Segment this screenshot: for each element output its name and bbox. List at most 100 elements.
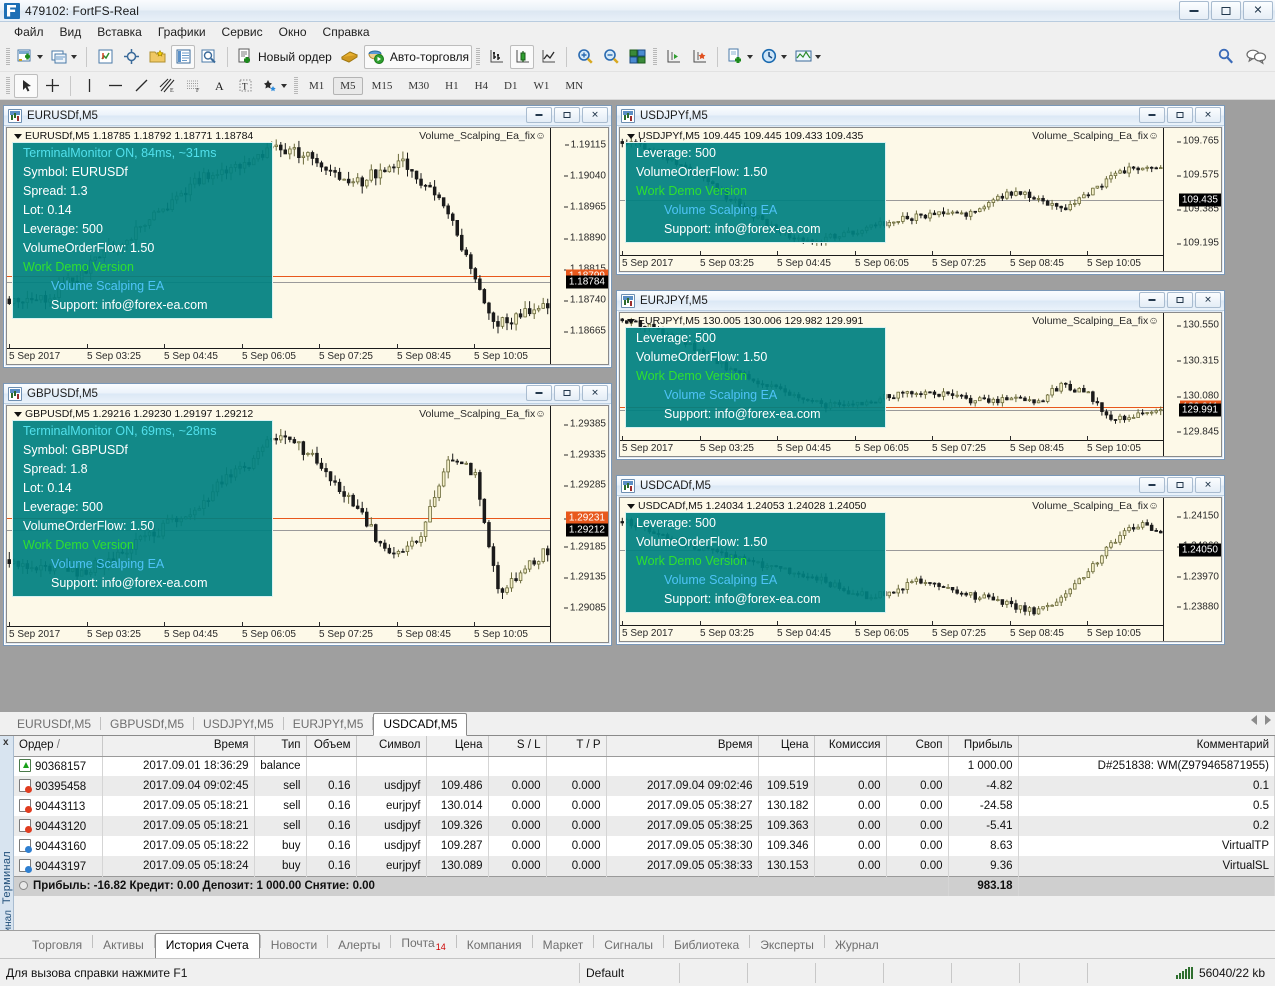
toolbar-grip-4[interactable] bbox=[6, 76, 10, 95]
chart-minimize-button[interactable] bbox=[1139, 107, 1165, 123]
timeframe-m30[interactable]: M30 bbox=[408, 79, 430, 92]
metaeditor-icon[interactable] bbox=[337, 45, 362, 69]
periods-clock-icon[interactable] bbox=[758, 45, 790, 69]
timeframe-m1[interactable]: M1 bbox=[309, 79, 325, 92]
terminal-close-button[interactable]: x bbox=[3, 737, 9, 748]
column-header-commission[interactable]: Комиссия bbox=[814, 736, 887, 757]
column-header-tp[interactable]: T / P bbox=[546, 736, 607, 757]
history-grid-container[interactable]: Ордер / Время Тип Объем Символ Цена S / … bbox=[14, 736, 1275, 930]
terminal-tab-8[interactable]: Сигналы bbox=[594, 934, 663, 958]
chart-minimize-button[interactable] bbox=[526, 107, 552, 123]
column-header-symbol[interactable]: Символ bbox=[356, 736, 427, 757]
chart-plot-eurusd[interactable]: EURUSDf,M5 1.18785 1.18792 1.18771 1.187… bbox=[7, 128, 608, 364]
chart-maximize-button[interactable] bbox=[554, 107, 580, 123]
terminal-tab-7[interactable]: Маркет bbox=[533, 934, 594, 958]
table-row[interactable]: 90443160 2017.09.05 05:18:22 buy 0.16 usdjpy… bbox=[14, 836, 1275, 856]
column-header-volume[interactable]: Объем bbox=[306, 736, 357, 757]
chart-maximize-button[interactable] bbox=[1167, 292, 1193, 308]
chart-maximize-button[interactable] bbox=[1167, 477, 1193, 493]
price-axis-gbpusd[interactable]: 1.29385 1.29335 1.29285 1.29231 1.29185 1.291… bbox=[550, 406, 608, 642]
chart-close-button[interactable]: ✕ bbox=[1195, 477, 1221, 493]
chart-minimize-button[interactable] bbox=[1139, 477, 1165, 493]
chat-icon[interactable] bbox=[1245, 47, 1267, 68]
chart-tab-gbpusd[interactable]: GBPUSDf,M5 bbox=[110, 717, 185, 731]
chart-tab-eurjpy[interactable]: EURJPYf,M5 bbox=[292, 717, 364, 731]
chart-window-eurjpy[interactable]: EURJPYf,M5 ✕ EURJPYf,M5 130.005 130.006 … bbox=[616, 290, 1225, 460]
toolbar-grip-3[interactable] bbox=[653, 47, 658, 66]
terminal-tab-2[interactable]: История Счета bbox=[154, 933, 260, 959]
autotrading-button[interactable]: Авто-торговля bbox=[363, 44, 473, 69]
shapes-icon[interactable] bbox=[259, 74, 290, 98]
market-watch-icon[interactable] bbox=[93, 45, 117, 69]
terminal-tab-6[interactable]: Компания bbox=[457, 934, 532, 958]
table-row[interactable]: 90368157 2017.09.01 18:36:29 balance 1 000.… bbox=[14, 756, 1275, 776]
status-profile[interactable]: Default bbox=[580, 962, 680, 983]
menu-item-help[interactable]: Справка bbox=[322, 25, 370, 39]
indicators-icon[interactable] bbox=[724, 45, 756, 69]
column-header-time-close[interactable]: Время bbox=[606, 736, 759, 757]
terminal-tab-11[interactable]: Журнал bbox=[825, 934, 889, 958]
fibonacci-retracement-icon[interactable]: F bbox=[181, 74, 205, 98]
terminal-tab-10[interactable]: Эксперты bbox=[750, 934, 824, 958]
chart-close-button[interactable]: ✕ bbox=[582, 107, 608, 123]
terminal-tab-1[interactable]: Активы bbox=[93, 934, 154, 958]
timeframe-d1[interactable]: D1 bbox=[504, 79, 518, 92]
chart-body-gbpusd[interactable]: GBPUSDf,M5 1.29216 1.29230 1.29197 1.292… bbox=[6, 405, 609, 643]
terminal-tab-3[interactable]: Новости bbox=[261, 934, 327, 958]
timeframe-mn[interactable]: MN bbox=[565, 79, 584, 92]
chart-body-eurjpy[interactable]: EURJPYf,M5 130.005 130.006 129.982 129.9… bbox=[619, 312, 1222, 457]
table-row[interactable]: 90443197 2017.09.05 05:18:24 buy 0.16 eurjpy… bbox=[14, 856, 1275, 876]
column-header-comment[interactable]: Комментарий bbox=[1018, 736, 1275, 757]
zoom-out-icon[interactable] bbox=[599, 45, 623, 69]
tile-windows-icon[interactable] bbox=[625, 45, 649, 69]
chart-maximize-button[interactable] bbox=[1167, 107, 1193, 123]
column-header-swap[interactable]: Своп bbox=[886, 736, 949, 757]
chart-plot-usdjpy[interactable]: USDJPYf,M5 109.445 109.445 109.433 109.4… bbox=[620, 128, 1221, 271]
timeframe-m15[interactable]: M15 bbox=[371, 79, 393, 92]
column-header-profit[interactable]: Прибыль bbox=[948, 736, 1019, 757]
column-header-sl[interactable]: S / L bbox=[488, 736, 547, 757]
table-row[interactable]: 90395458 2017.09.04 09:02:45 sell 0.16 usdjp… bbox=[14, 776, 1275, 796]
price-axis-eurusd[interactable]: 1.191151.190401.189651.188901.188151.187… bbox=[550, 128, 608, 364]
timeframe-w1[interactable]: W1 bbox=[533, 79, 550, 92]
chart-plot-usdcad[interactable]: USDCADf,M5 1.24034 1.24053 1.24028 1.240… bbox=[620, 498, 1221, 641]
chart-close-button[interactable]: ✕ bbox=[582, 385, 608, 401]
chart-maximize-button[interactable] bbox=[554, 385, 580, 401]
timeframe-h1[interactable]: H1 bbox=[445, 79, 459, 92]
data-window-icon[interactable] bbox=[119, 45, 143, 69]
chart-body-usdjpy[interactable]: USDJPYf,M5 109.445 109.445 109.433 109.4… bbox=[619, 127, 1222, 272]
new-order-button[interactable]: Новый ордер bbox=[234, 45, 335, 69]
timeframe-m5[interactable]: M5 bbox=[333, 76, 363, 95]
vertical-line-icon[interactable] bbox=[77, 74, 101, 98]
table-row[interactable]: 90443113 2017.09.05 05:18:21 sell 0.16 eurjp… bbox=[14, 796, 1275, 816]
table-row[interactable]: 90443120 2017.09.05 05:18:21 sell 0.16 usdjp… bbox=[14, 816, 1275, 836]
chart-tab-usdcad[interactable]: USDCADf,M5 bbox=[373, 713, 468, 736]
column-header-price-open[interactable]: Цена bbox=[426, 736, 489, 757]
window-minimize-button[interactable] bbox=[1179, 1, 1209, 20]
zoom-in-icon[interactable] bbox=[573, 45, 597, 69]
line-chart-icon[interactable] bbox=[536, 45, 560, 69]
status-connection[interactable]: 56040/22 kb bbox=[1175, 966, 1275, 980]
search-icon[interactable] bbox=[1217, 47, 1235, 68]
navigator-icon[interactable] bbox=[145, 45, 169, 69]
chart-tab-usdjpy[interactable]: USDJPYf,M5 bbox=[203, 717, 274, 731]
menu-item-insert[interactable]: Вставка bbox=[97, 25, 142, 39]
terminal-tab-0[interactable]: Торговля bbox=[22, 934, 92, 958]
timeframe-h4[interactable]: H4 bbox=[474, 79, 489, 92]
chart-tab-eurusd[interactable]: EURUSDf,M5 bbox=[17, 717, 92, 731]
chart-window-eurusd[interactable]: EURUSDf,M5 ✕ EURUSDf,M5 1.18785 1.18792 … bbox=[3, 105, 612, 368]
cursor-icon[interactable] bbox=[14, 73, 38, 98]
terminal-icon[interactable] bbox=[171, 44, 195, 69]
new-chart-icon[interactable] bbox=[14, 45, 46, 69]
text-label-icon[interactable]: T bbox=[233, 74, 257, 98]
templates-icon[interactable] bbox=[792, 45, 824, 69]
scroll-left-icon[interactable] bbox=[1251, 715, 1257, 725]
equidistant-channel-icon[interactable]: E bbox=[155, 74, 179, 98]
trendline-icon[interactable] bbox=[129, 74, 153, 98]
price-axis-eurjpy[interactable]: 130.550130.315130.080129.845130.011129.9… bbox=[1163, 313, 1221, 456]
toolbar-grip[interactable] bbox=[6, 47, 10, 66]
menu-item-charts[interactable]: Графики bbox=[157, 25, 206, 39]
menu-item-file[interactable]: Файл bbox=[14, 25, 44, 39]
toolbar-grip-5[interactable] bbox=[294, 76, 298, 95]
